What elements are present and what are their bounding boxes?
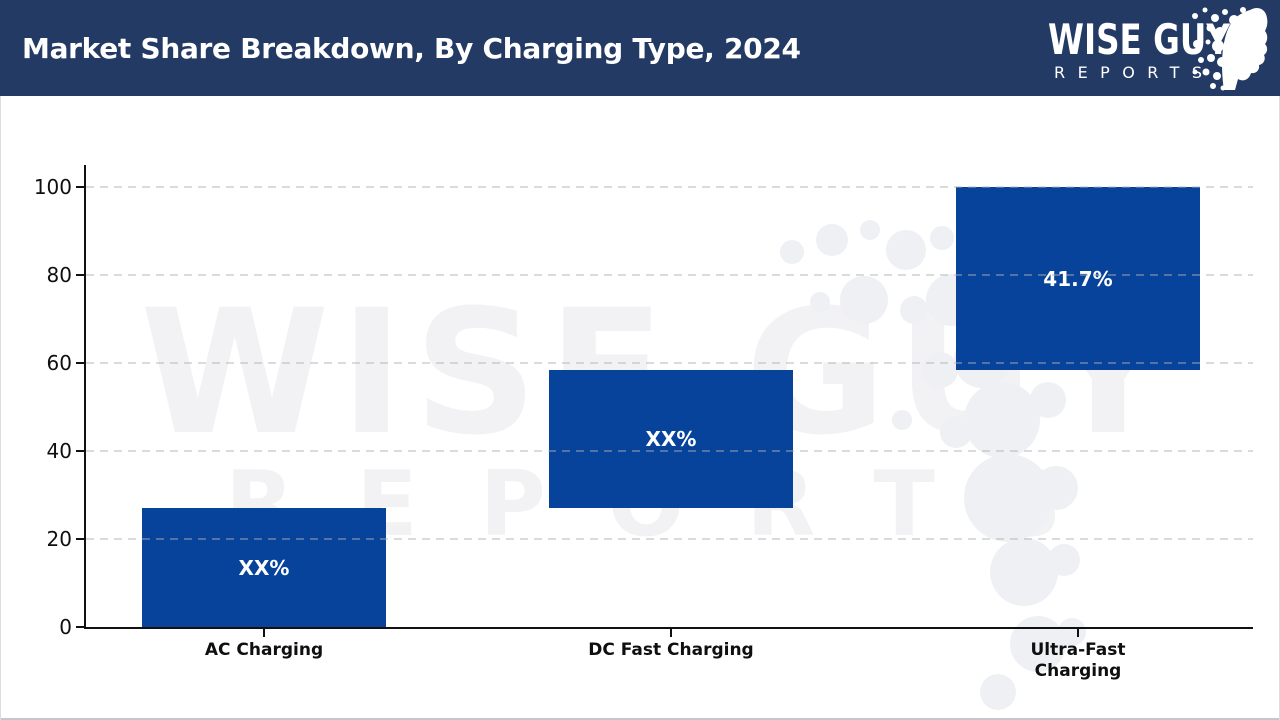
bar-label: 41.7% [1043, 266, 1113, 291]
logo-text-wise-guy: WISE GUY [1048, 15, 1230, 64]
y-tick [76, 362, 84, 364]
logo-face-icon [1222, 7, 1268, 90]
header: Market Share Breakdown, By Charging Type… [0, 0, 1280, 96]
y-tick-label: 80 [46, 263, 72, 287]
bar-label: XX% [238, 555, 290, 580]
y-tick [76, 274, 84, 276]
gridline [86, 274, 1253, 276]
y-axis [84, 165, 86, 628]
y-tick [76, 186, 84, 188]
bar: XX% [549, 370, 793, 509]
y-tick-label: 40 [46, 439, 72, 463]
left-border [0, 96, 1, 720]
x-axis [84, 627, 1253, 629]
y-tick [76, 626, 84, 628]
bar-label: XX% [645, 427, 697, 452]
y-tick [76, 450, 84, 452]
gridline [86, 362, 1253, 364]
gridline [86, 450, 1253, 452]
y-tick-label: 60 [46, 351, 72, 375]
category-label: Ultra-Fast Charging [1030, 640, 1126, 681]
wise-guy-logo: WISE GUY REPORTS [1048, 7, 1268, 91]
gridline [86, 538, 1253, 540]
bar: 41.7% [956, 187, 1200, 371]
y-tick-label: 20 [46, 527, 72, 551]
x-tick [670, 629, 672, 637]
page-title: Market Share Breakdown, By Charging Type… [22, 31, 801, 65]
bottom-border [0, 718, 1280, 720]
y-tick-label: 0 [59, 615, 72, 639]
logo-text-reports: REPORTS [1054, 63, 1214, 82]
category-label: AC Charging [204, 640, 324, 660]
y-tick [76, 538, 84, 540]
gridline [86, 186, 1253, 188]
category-label: DC Fast Charging [588, 640, 754, 660]
x-tick [263, 629, 265, 637]
bar: XX% [142, 508, 386, 627]
y-tick-label: 100 [33, 175, 72, 199]
x-tick [1077, 629, 1079, 637]
